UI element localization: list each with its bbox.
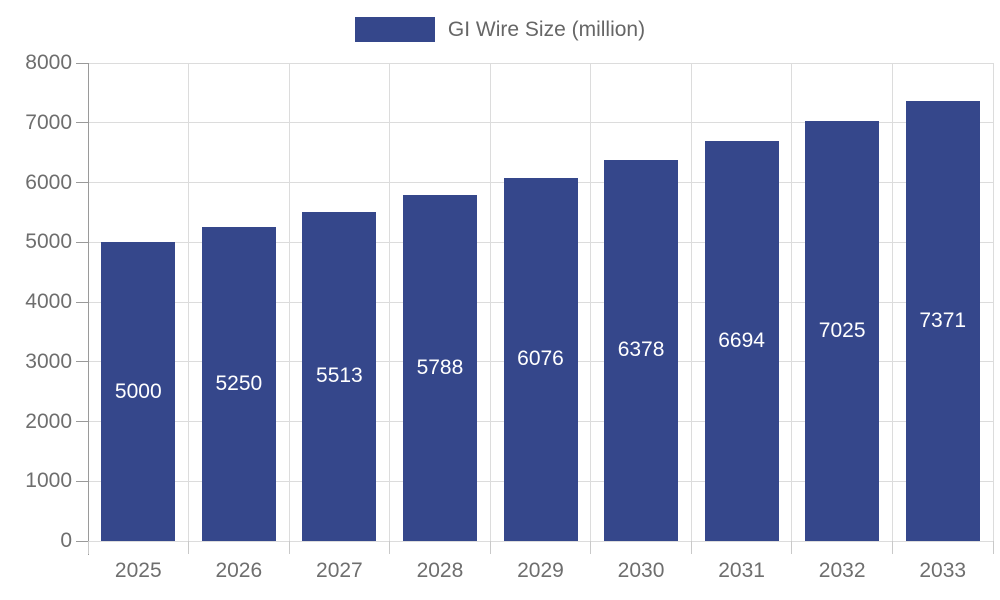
y-axis-tick-label: 4000 — [25, 290, 72, 313]
bar-2030[interactable]: 6378 — [604, 159, 679, 541]
bar-value-label: 6076 — [517, 347, 564, 371]
x-gridline — [288, 63, 290, 541]
legend-label: GI Wire Size (million) — [447, 18, 646, 41]
y-gridline — [88, 540, 993, 542]
x-gridline — [389, 63, 391, 541]
legend-swatch-icon — [354, 17, 435, 42]
y-axis-tick — [76, 301, 88, 303]
x-axis-tick-label: 2033 — [919, 559, 967, 582]
x-axis-tick-label: 2027 — [316, 559, 363, 582]
bar-2031[interactable]: 6694 — [704, 141, 779, 541]
x-axis-tick — [690, 541, 692, 554]
bar-value-label: 5250 — [215, 372, 263, 396]
y-axis-tick-label: 2000 — [25, 409, 72, 433]
x-axis-tick — [590, 541, 592, 554]
y-axis-tick-label: 1000 — [25, 469, 72, 493]
bar-2026[interactable]: 5250 — [201, 227, 276, 541]
y-axis-tick — [76, 62, 88, 64]
plot-area: 5000 5250 5513 5788 6076 6378 6694 7025 7371 — [88, 62, 994, 555]
bar-2027[interactable]: 5513 — [302, 211, 377, 541]
bar-2029[interactable]: 6076 — [503, 177, 578, 541]
bar-value-label: 5000 — [114, 379, 162, 403]
x-gridline — [690, 63, 692, 541]
x-axis-tick — [188, 541, 190, 554]
y-axis-line — [88, 63, 89, 555]
y-axis-tick — [76, 540, 88, 542]
y-axis-tick — [76, 182, 88, 183]
y-gridline — [88, 122, 993, 124]
x-axis-tick-label: 2029 — [517, 559, 564, 582]
x-axis-tick — [791, 541, 793, 554]
bar-value-label: 7371 — [919, 308, 967, 332]
x-gridline — [891, 63, 893, 541]
bar-2028[interactable]: 5788 — [402, 195, 477, 541]
y-axis-tick-label: 6000 — [25, 170, 72, 194]
x-axis-tick-label: 2026 — [215, 559, 263, 582]
y-axis-tick-label: 3000 — [25, 349, 72, 373]
y-axis-tick — [76, 361, 88, 363]
x-axis-tick — [489, 541, 491, 554]
y-axis-tick — [76, 421, 88, 422]
x-axis-tick — [389, 541, 391, 554]
bar-value-label: 6378 — [617, 338, 665, 362]
bar-value-label: 6694 — [718, 329, 765, 353]
y-axis-tick-label: 5000 — [25, 230, 72, 254]
bar-value-label: 5513 — [316, 364, 363, 388]
x-gridline — [590, 63, 592, 541]
x-axis-tick — [288, 541, 290, 554]
x-axis-tick-label: 2031 — [718, 559, 765, 582]
bar-2025[interactable]: 5000 — [101, 242, 176, 541]
x-axis-tick-label: 2025 — [114, 559, 162, 582]
x-axis-tick-label: 2032 — [818, 559, 866, 582]
y-axis-tick — [76, 122, 88, 124]
x-axis-tick — [87, 541, 89, 554]
bar-value-label: 5788 — [416, 356, 464, 380]
bar-value-label: 7025 — [818, 319, 866, 343]
x-axis-tick — [992, 541, 994, 554]
y-axis-tick-label: 0 — [60, 529, 72, 552]
y-axis-tick — [76, 241, 88, 243]
x-gridline — [992, 63, 994, 541]
y-gridline — [88, 62, 993, 64]
y-axis-tick — [76, 480, 88, 482]
bar-2033[interactable]: 7371 — [905, 100, 980, 541]
x-axis-tick — [891, 541, 893, 554]
bar-2032[interactable]: 7025 — [805, 121, 880, 541]
y-axis-tick-label: 8000 — [25, 51, 72, 74]
x-gridline — [188, 63, 190, 541]
legend[interactable]: GI Wire Size (million) — [0, 17, 1000, 42]
y-axis-tick-label: 7000 — [25, 110, 72, 134]
x-gridline — [791, 63, 793, 541]
x-axis-tick-label: 2030 — [617, 559, 665, 582]
x-axis-tick-label: 2028 — [416, 559, 464, 582]
x-gridline — [489, 63, 491, 541]
